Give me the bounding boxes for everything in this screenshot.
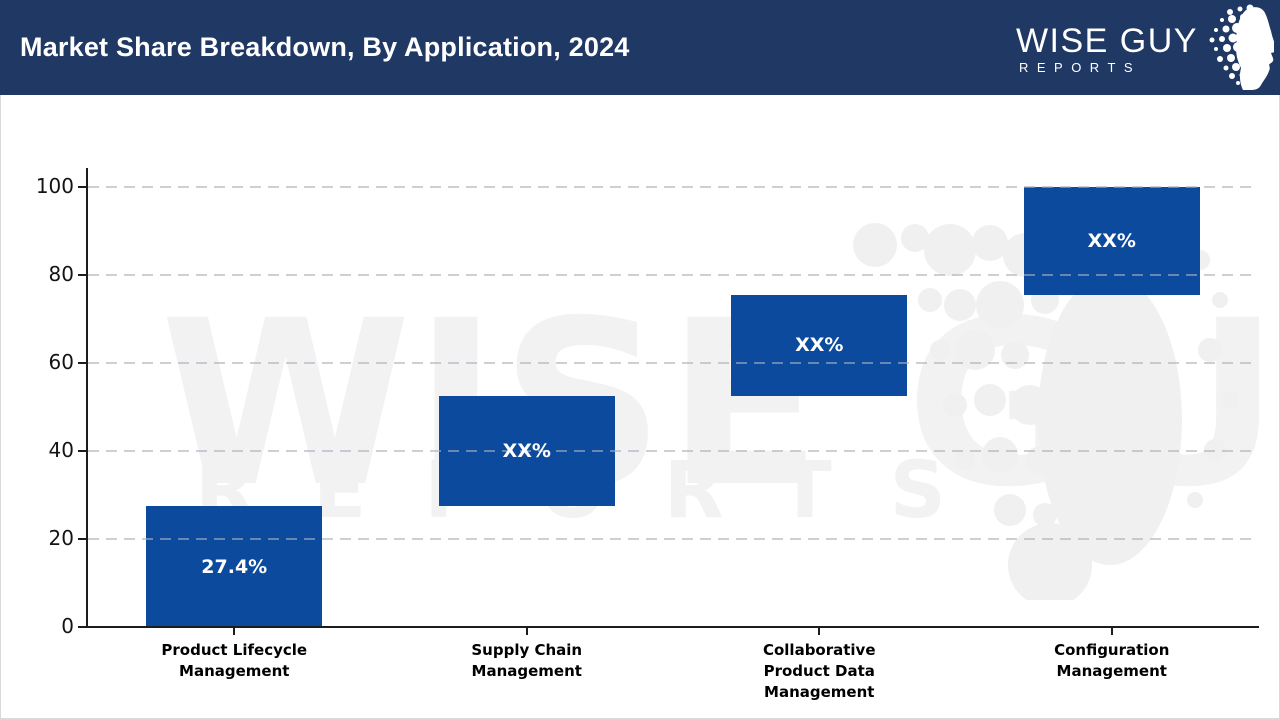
category-label: Supply Chain Management: [407, 640, 647, 682]
brand-logo-text: WISE GUY REPORTS: [1016, 23, 1198, 76]
y-axis-tick: [78, 538, 86, 540]
category-label: Configuration Management: [992, 640, 1232, 682]
bar-value-label: XX%: [502, 440, 551, 463]
y-axis-tick: [78, 450, 86, 452]
head-profile-dots-icon: [1200, 4, 1279, 94]
page-title: Market Share Breakdown, By Application, …: [20, 32, 630, 62]
y-axis-tick-label: 0: [61, 614, 74, 639]
header-bar: Market Share Breakdown, By Application, …: [0, 0, 1280, 95]
y-axis-line: [86, 168, 88, 628]
category-label-line: Configuration: [1054, 641, 1170, 659]
bar-segment: [1023, 187, 1200, 295]
x-axis-tick: [818, 628, 821, 635]
category-label-line: Management: [764, 683, 875, 701]
y-axis-tick: [78, 626, 86, 628]
brand-name: WISE GUY: [1015, 21, 1198, 60]
category-label-line: Product Lifecycle: [161, 641, 308, 659]
bar-value-label: XX%: [1087, 229, 1136, 252]
category-label: Collaborative Product Data Management: [699, 640, 939, 703]
category-label-line: Collaborative: [762, 641, 876, 659]
bar-value-label: 27.4%: [201, 555, 268, 578]
bar-segment: [146, 506, 323, 627]
y-axis-tick-label: 100: [35, 174, 74, 199]
watermark-head-dots-icon: [835, 210, 1255, 607]
y-axis-tick-label: 40: [48, 438, 74, 463]
bar-value-label: XX%: [795, 334, 844, 357]
y-axis-tick-label: 80: [48, 262, 74, 287]
x-axis-tick: [233, 628, 236, 635]
x-axis-tick: [525, 628, 528, 635]
brand-subname: REPORTS: [1018, 59, 1142, 75]
y-axis-tick: [78, 186, 86, 188]
x-axis-line: [87, 626, 1259, 628]
category-label-line: Product Data: [763, 662, 875, 680]
y-axis-tick-label: 20: [48, 526, 74, 551]
category-label-line: Management: [471, 662, 582, 680]
category-label-line: Management: [179, 662, 290, 680]
bar-segment: [731, 294, 908, 396]
y-axis-tick: [78, 274, 86, 276]
y-axis-tick: [78, 362, 86, 364]
x-axis-tick: [1110, 628, 1113, 635]
y-axis-tick-label: 60: [48, 350, 74, 375]
brand-logo: WISE GUY REPORTS: [1016, 4, 1279, 94]
category-label-line: Supply Chain: [471, 641, 583, 659]
category-label-line: Management: [1056, 662, 1167, 680]
category-label: Product Lifecycle Management: [114, 640, 354, 682]
